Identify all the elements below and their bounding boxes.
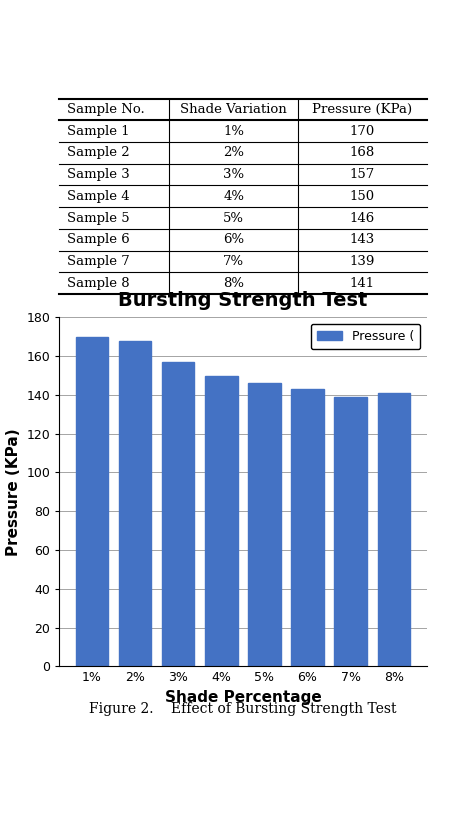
Text: Sample No.: Sample No. (66, 103, 145, 116)
Bar (378, 393, 410, 667)
Bar (205, 376, 237, 667)
Text: 6%: 6% (223, 233, 244, 247)
Text: Sample 6: Sample 6 (66, 233, 129, 247)
Bar (162, 362, 194, 667)
Text: Sample 8: Sample 8 (66, 277, 129, 289)
Y-axis label: Pressure (KPa): Pressure (KPa) (6, 428, 21, 556)
Text: Sample 5: Sample 5 (66, 211, 129, 224)
Text: Sample 1: Sample 1 (66, 125, 129, 138)
Legend: Pressure (: Pressure ( (310, 324, 420, 349)
Text: 143: 143 (350, 233, 375, 247)
Text: 3%: 3% (223, 169, 244, 181)
Text: 1%: 1% (223, 125, 244, 138)
Text: 4%: 4% (223, 190, 244, 203)
Text: Sample 7: Sample 7 (66, 255, 129, 268)
Text: Sample 2: Sample 2 (66, 146, 129, 159)
Text: 168: 168 (350, 146, 375, 159)
Bar (119, 340, 151, 667)
Text: 8%: 8% (223, 277, 244, 289)
Title: Bursting Strength Test: Bursting Strength Test (118, 291, 368, 311)
Text: 7%: 7% (223, 255, 244, 268)
Text: Shade Variation: Shade Variation (181, 103, 287, 116)
Bar (292, 389, 324, 667)
Bar (76, 337, 108, 667)
Text: Figure 2.    Effect of Bursting Strength Test: Figure 2. Effect of Bursting Strength Te… (89, 701, 397, 716)
Text: 5%: 5% (223, 211, 244, 224)
Text: 146: 146 (350, 211, 375, 224)
Text: 141: 141 (350, 277, 375, 289)
Text: Sample 3: Sample 3 (66, 169, 129, 181)
Bar (248, 383, 281, 667)
Text: 150: 150 (350, 190, 375, 203)
X-axis label: Shade Percentage: Shade Percentage (164, 690, 321, 704)
Text: 2%: 2% (223, 146, 244, 159)
Text: 170: 170 (350, 125, 375, 138)
Text: 139: 139 (350, 255, 375, 268)
Text: 157: 157 (350, 169, 375, 181)
Text: Pressure (KPa): Pressure (KPa) (312, 103, 412, 116)
Bar (335, 397, 367, 667)
Text: Sample 4: Sample 4 (66, 190, 129, 203)
